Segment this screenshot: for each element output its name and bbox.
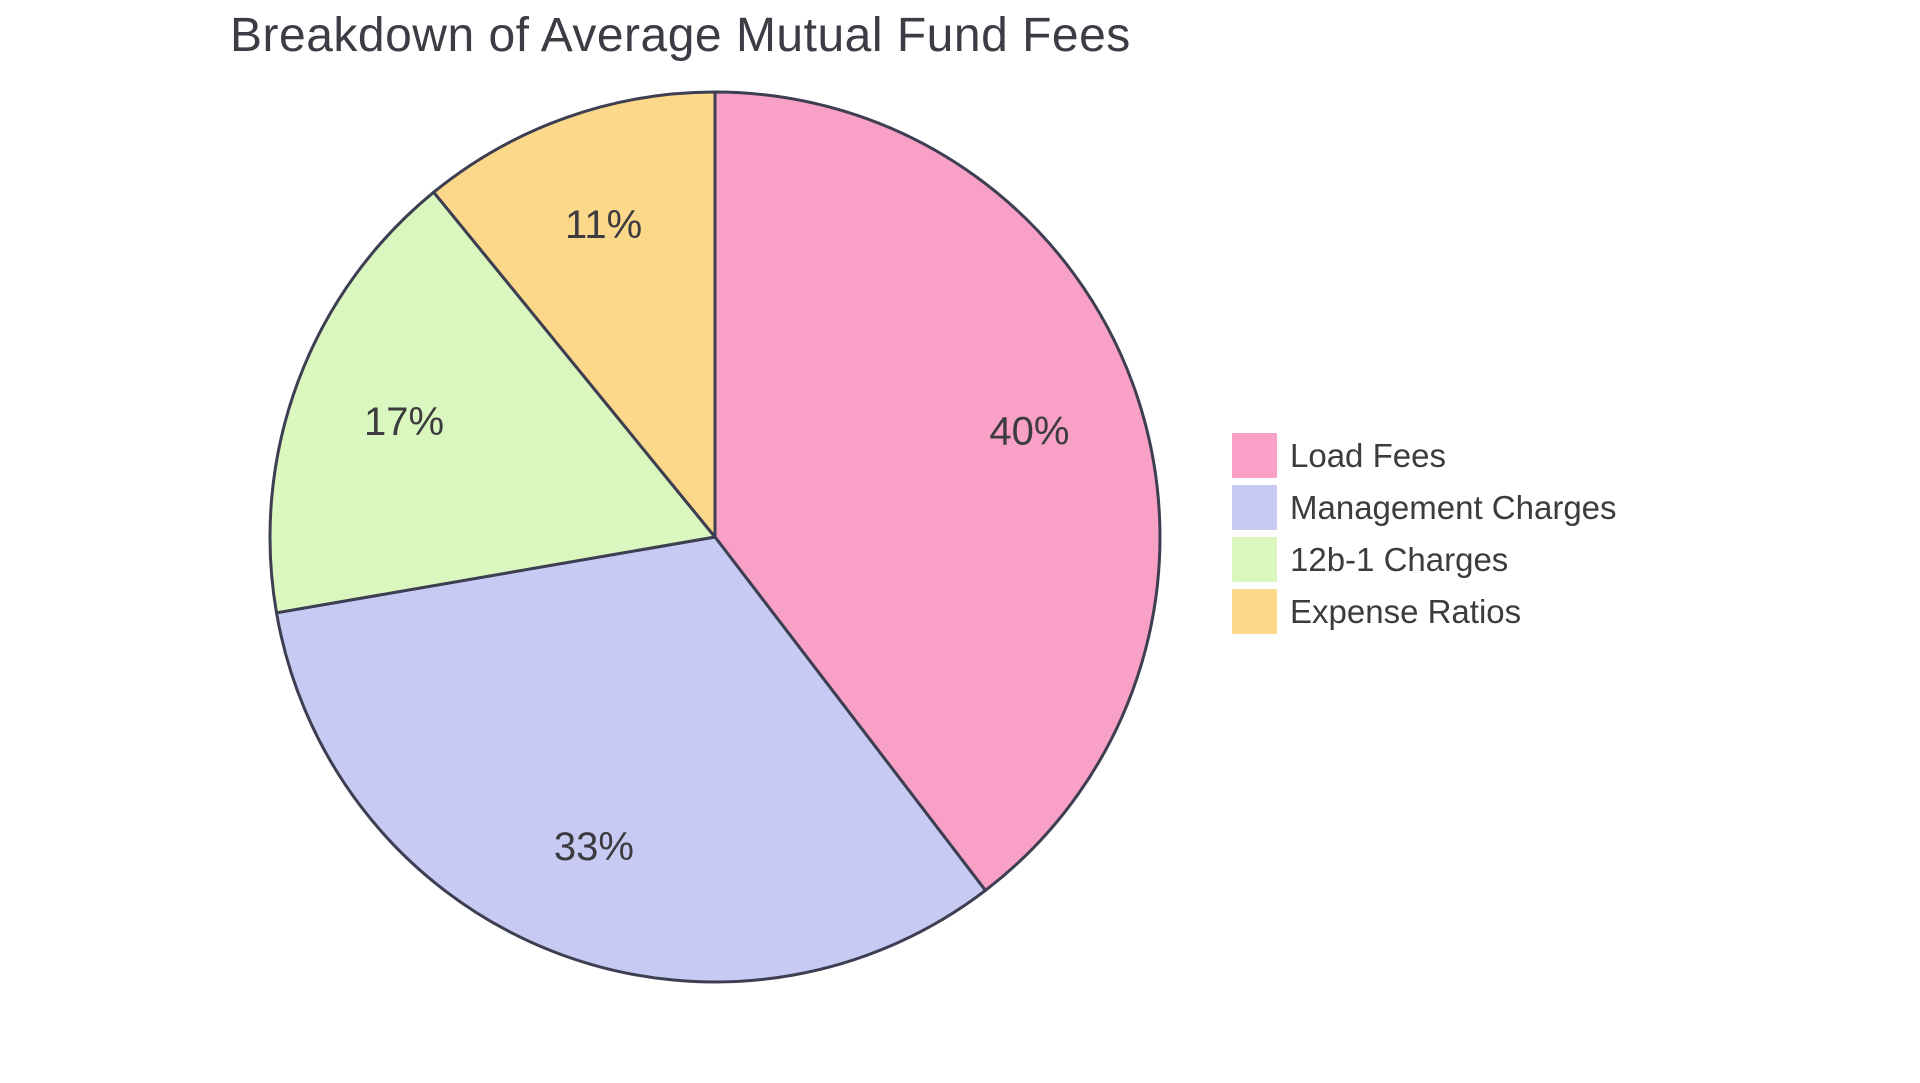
legend-swatch-load-fees bbox=[1232, 433, 1277, 478]
slice-percent-label-12b-1-charges: 17% bbox=[364, 400, 444, 444]
legend-label: Load Fees bbox=[1290, 436, 1446, 474]
pie-slice-load-fees[interactable] bbox=[713, 90, 1162, 892]
legend-label: Management Charges bbox=[1290, 488, 1617, 526]
legend-swatch-expense-ratios bbox=[1232, 589, 1277, 634]
legend-swatch-management-charges bbox=[1232, 485, 1277, 530]
legend: Load Fees Management Charges 12b-1 Charges… bbox=[1232, 433, 1617, 634]
legend-label: 12b-1 Charges bbox=[1290, 540, 1509, 578]
legend-label: Expense Ratios bbox=[1290, 592, 1522, 630]
legend-item-load-fees[interactable]: Load Fees bbox=[1232, 433, 1617, 478]
pie-slice-expense-ratios[interactable] bbox=[432, 90, 717, 539]
slice-percent-label-management-charges: 33% bbox=[554, 825, 634, 869]
legend-swatch-12b-1-charges bbox=[1232, 537, 1277, 582]
chart-title: Breakdown of Average Mutual Fund Fees bbox=[230, 9, 1131, 62]
pie-slice-12b-1-charges[interactable] bbox=[268, 190, 717, 615]
legend-item-12b-1-charges[interactable]: 12b-1 Charges bbox=[1232, 537, 1617, 582]
pie-slice-management-charges[interactable] bbox=[275, 535, 987, 984]
slice-percent-label-load-fees: 40% bbox=[989, 410, 1069, 454]
slice-percent-label-expense-ratios: 11% bbox=[565, 203, 642, 247]
legend-item-management-charges[interactable]: Management Charges bbox=[1232, 485, 1617, 530]
legend-item-expense-ratios[interactable]: Expense Ratios bbox=[1232, 589, 1617, 634]
